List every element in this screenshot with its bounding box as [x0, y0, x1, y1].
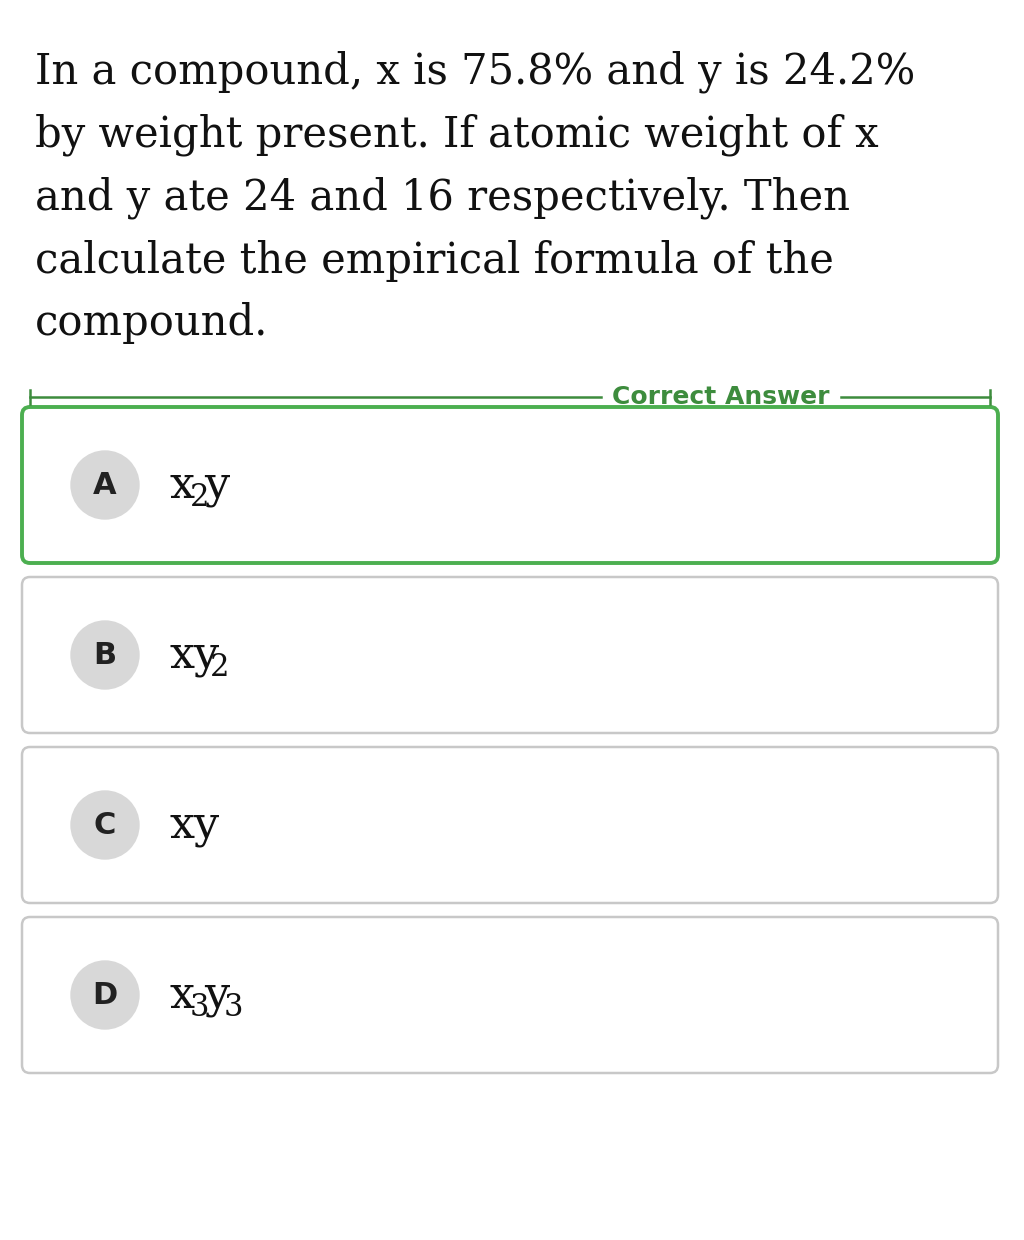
Text: A: A	[93, 470, 117, 500]
Text: y: y	[204, 973, 229, 1017]
Text: y: y	[204, 464, 229, 507]
Circle shape	[71, 451, 139, 520]
Text: Correct Answer: Correct Answer	[612, 384, 829, 409]
Text: In a compound, x is 75.8% and y is 24.2%: In a compound, x is 75.8% and y is 24.2%	[35, 51, 915, 93]
Text: 3: 3	[190, 992, 210, 1023]
Text: 2: 2	[210, 651, 229, 682]
Text: C: C	[94, 811, 116, 839]
Text: B: B	[93, 641, 117, 670]
Circle shape	[71, 791, 139, 859]
Text: xy: xy	[170, 804, 220, 847]
Text: x: x	[170, 973, 195, 1017]
FancyBboxPatch shape	[22, 577, 998, 733]
Text: D: D	[92, 981, 118, 1009]
Text: compound.: compound.	[35, 303, 268, 345]
Text: calculate the empirical formula of the: calculate the empirical formula of the	[35, 239, 834, 281]
Text: xy: xy	[170, 634, 220, 677]
Text: x: x	[170, 464, 195, 507]
Text: 3: 3	[224, 992, 244, 1023]
Text: 2: 2	[190, 481, 210, 512]
Text: and y ate 24 and 16 respectively. Then: and y ate 24 and 16 respectively. Then	[35, 176, 850, 218]
FancyBboxPatch shape	[22, 407, 998, 563]
Circle shape	[71, 961, 139, 1029]
FancyBboxPatch shape	[22, 746, 998, 903]
FancyBboxPatch shape	[22, 918, 998, 1073]
Circle shape	[71, 621, 139, 689]
Text: by weight present. If atomic weight of x: by weight present. If atomic weight of x	[35, 113, 879, 156]
